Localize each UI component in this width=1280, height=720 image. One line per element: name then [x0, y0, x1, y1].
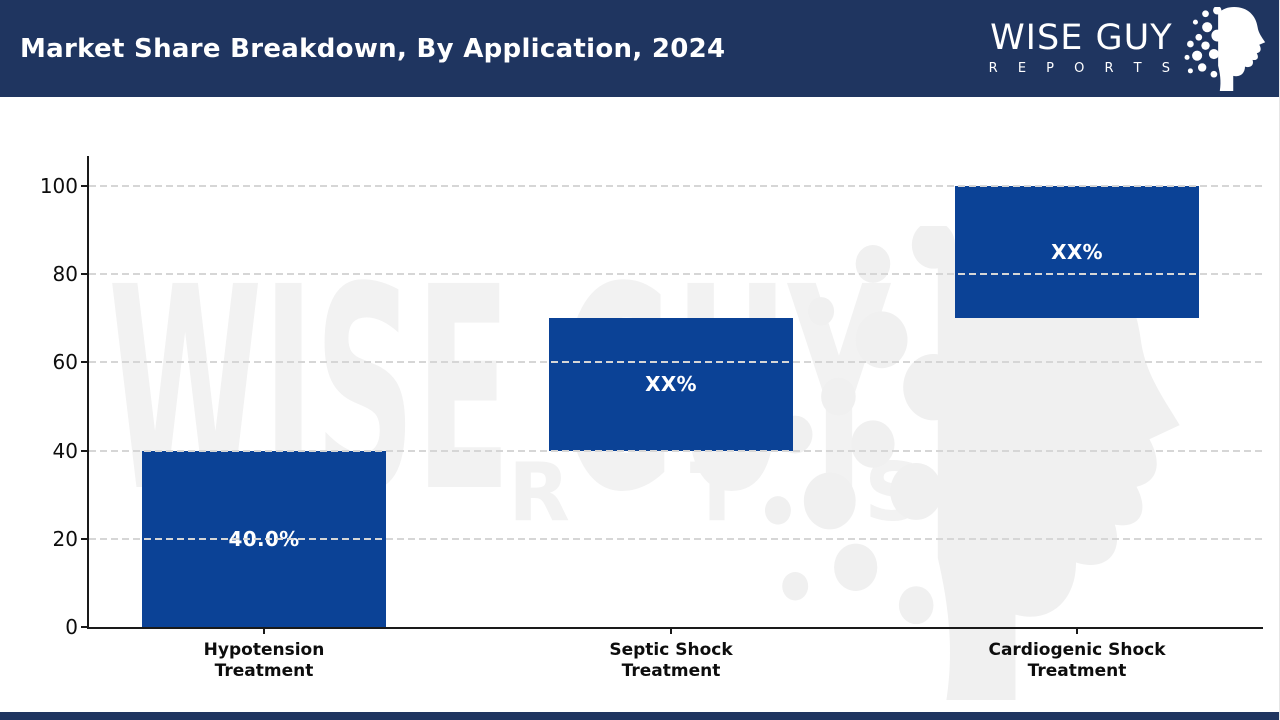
- x-category-label-septic-shock-treatment: Septic Shock Treatment: [609, 640, 733, 681]
- y-tick-label-0: 0: [65, 615, 78, 639]
- y-tick-label-100: 100: [39, 174, 78, 198]
- gridline-y-20: [89, 537, 1262, 540]
- x-tick-mark-septic-shock-treatment: [670, 629, 672, 634]
- y-tick-mark-40: [81, 449, 87, 452]
- x-axis-line: [87, 627, 1263, 629]
- gridline-y-80: [89, 273, 1262, 276]
- footer-bar: [0, 712, 1279, 720]
- logo-wordmark: WISE GUY: [990, 18, 1173, 58]
- gridline-y-100: [89, 185, 1262, 187]
- x-tick-mark-hypotension-treatment: [263, 629, 265, 634]
- y-tick-mark-20: [81, 537, 87, 540]
- watermark-dotted-face-icon: [764, 226, 1180, 700]
- x-tick-mark-cardiogenic-shock-treatment: [1076, 629, 1078, 634]
- y-tick-label-80: 80: [52, 262, 78, 287]
- bar-septic-shock-treatment: XX%: [549, 318, 793, 451]
- gridline-y-40: [89, 449, 1262, 452]
- y-tick-mark-0: [81, 626, 87, 628]
- y-tick-label-60: 60: [52, 350, 78, 375]
- x-category-label-hypotension-treatment: Hypotension Treatment: [203, 640, 325, 681]
- y-tick-label-20: 20: [52, 526, 78, 551]
- y-tick-mark-80: [81, 273, 87, 276]
- y-tick-label-40: 40: [52, 438, 78, 463]
- wise-guy-reports-logo: WISE GUY R E P O R T S: [985, 6, 1266, 91]
- logo-dotted-face-icon: [1184, 6, 1266, 91]
- x-category-label-cardiogenic-shock-treatment: Cardiogenic Shock Treatment: [988, 640, 1166, 681]
- header-bar: Market Share Breakdown, By Application, …: [0, 0, 1279, 97]
- bar-value-label-septic-shock-treatment: XX%: [645, 372, 697, 397]
- y-axis-line: [87, 156, 89, 628]
- gridline-y-60: [89, 361, 1262, 364]
- chart-title: Market Share Breakdown, By Application, …: [20, 33, 726, 64]
- y-tick-mark-100: [81, 185, 87, 187]
- bar-cardiogenic-shock-treatment: XX%: [955, 186, 1199, 319]
- logo-subtitle: R E P O R T S: [988, 61, 1178, 76]
- bar-value-label-cardiogenic-shock-treatment: XX%: [1051, 240, 1103, 265]
- y-tick-mark-60: [81, 361, 87, 364]
